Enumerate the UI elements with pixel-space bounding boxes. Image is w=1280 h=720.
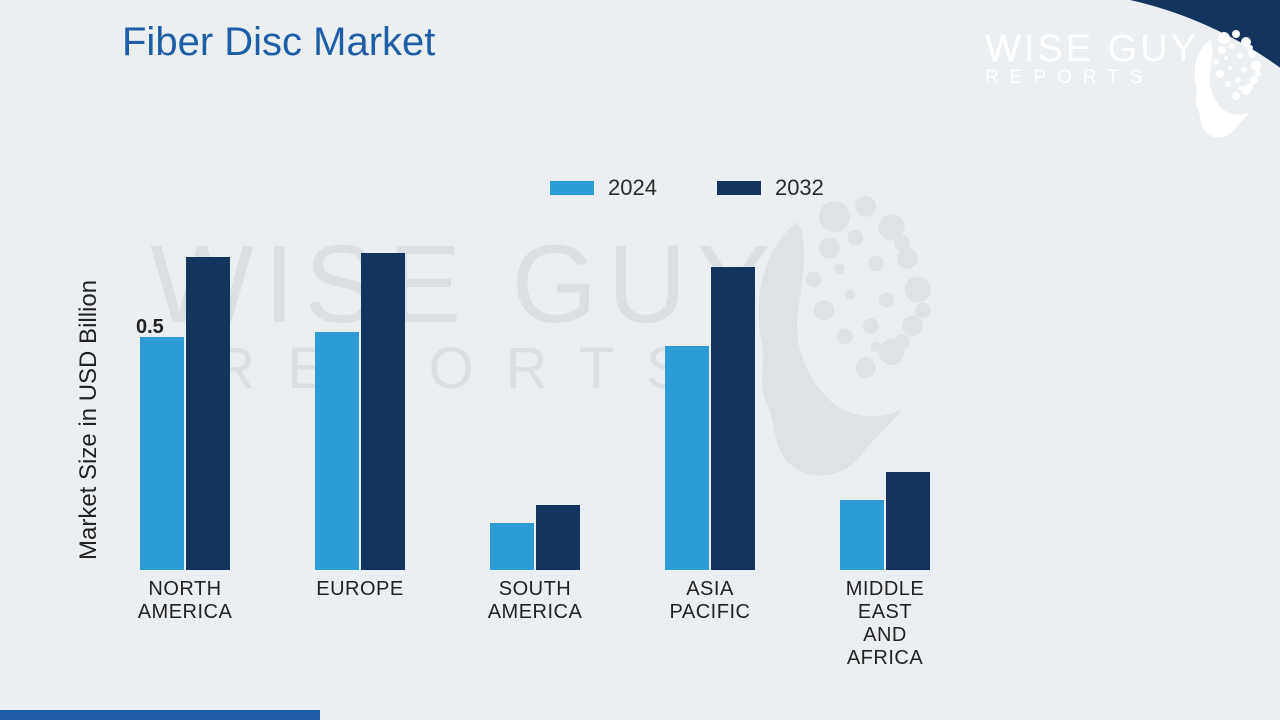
legend-swatch: [717, 181, 761, 195]
legend-item: 2032: [717, 175, 824, 201]
category-label: EUROPE: [290, 578, 430, 601]
category-label: ASIAPACIFIC: [640, 578, 780, 624]
brand-logo-line1: WISE GUY: [985, 30, 1199, 68]
chart-title: Fiber Disc Market: [122, 20, 435, 65]
legend-label: 2024: [608, 175, 657, 201]
bar-2024: [315, 332, 359, 570]
category-label: MIDDLEEASTANDAFRICA: [815, 578, 955, 670]
bar-group: [315, 220, 405, 570]
bar-group: [840, 220, 930, 570]
bar-2032: [361, 253, 405, 570]
legend-label: 2032: [775, 175, 824, 201]
bar-2032: [186, 257, 230, 570]
bar-2032: [886, 472, 930, 570]
legend: 2024 2032: [550, 175, 824, 201]
bar-group: [140, 220, 230, 570]
bar-group: [665, 220, 755, 570]
category-label: NORTHAMERICA: [115, 578, 255, 624]
brand-logo: WISE GUY REPORTS: [985, 30, 1199, 87]
bar-2024: [140, 337, 184, 570]
bottom-accent-bar: [0, 710, 320, 720]
bar-2024: [840, 500, 884, 570]
y-axis-label: Market Size in USD Billion: [75, 280, 103, 560]
plot-area: 0.5: [110, 220, 980, 570]
legend-swatch: [550, 181, 594, 195]
bar-2024: [665, 346, 709, 570]
brand-head-icon: [1180, 20, 1280, 140]
bar-2032: [711, 267, 755, 570]
brand-logo-line2: REPORTS: [985, 68, 1199, 87]
bar-group: [490, 220, 580, 570]
category-label: SOUTHAMERICA: [465, 578, 605, 624]
chart-canvas: WISE GUY REPORTS Fiber Disc Market WISE …: [0, 0, 1280, 720]
legend-item: 2024: [550, 175, 657, 201]
bar-2032: [536, 505, 580, 570]
bar-2024: [490, 523, 534, 570]
